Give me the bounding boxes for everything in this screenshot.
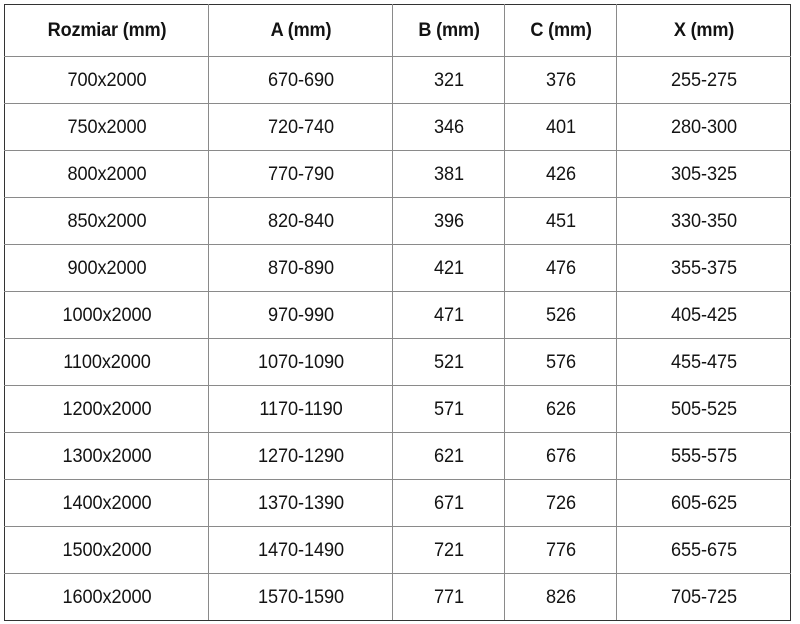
cell-x: 280-300: [622, 103, 785, 151]
cell-b: 396: [395, 197, 502, 245]
cell-rozmiar: 750x2000: [11, 103, 202, 151]
cell-c: 726: [507, 479, 614, 527]
table-row: 850x2000 820-840 396 451 330-350: [5, 197, 791, 245]
cell-rozmiar: 1100x2000: [11, 338, 202, 386]
cell-x: 255-275: [622, 56, 785, 104]
cell-b: 671: [395, 479, 502, 527]
cell-rozmiar: 1000x2000: [11, 291, 202, 339]
size-table-container: Rozmiar (mm) A (mm) B (mm) C (mm) X (mm) 700…: [4, 4, 791, 621]
cell-b: 346: [395, 103, 502, 151]
cell-b: 621: [395, 432, 502, 480]
table-header-row: Rozmiar (mm) A (mm) B (mm) C (mm) X (mm): [5, 4, 791, 57]
table-row: 900x2000 870-890 421 476 355-375: [5, 244, 791, 292]
table-header: Rozmiar (mm) A (mm) B (mm) C (mm) X (mm): [5, 4, 791, 57]
cell-rozmiar: 1400x2000: [11, 479, 202, 527]
cell-a: 1070-1090: [214, 338, 387, 386]
cell-c: 426: [507, 150, 614, 198]
cell-c: 451: [507, 197, 614, 245]
cell-x: 330-350: [622, 197, 785, 245]
cell-c: 401: [507, 103, 614, 151]
table-body: 700x2000 670-690 321 376 255-275 750x2000 720-…: [5, 56, 791, 621]
cell-a: 820-840: [214, 197, 387, 245]
cell-a: 1370-1390: [214, 479, 387, 527]
column-header-b: B (mm): [395, 4, 502, 57]
cell-rozmiar: 800x2000: [11, 150, 202, 198]
column-header-x: X (mm): [622, 4, 785, 57]
cell-a: 670-690: [214, 56, 387, 104]
cell-c: 826: [507, 573, 614, 621]
cell-a: 1470-1490: [214, 526, 387, 574]
cell-c: 526: [507, 291, 614, 339]
table-row: 1100x2000 1070-1090 521 576 455-475: [5, 338, 791, 386]
table-row: 700x2000 670-690 321 376 255-275: [5, 56, 791, 104]
cell-b: 381: [395, 150, 502, 198]
cell-rozmiar: 1200x2000: [11, 385, 202, 433]
column-header-a: A (mm): [214, 4, 387, 57]
table-row: 1200x2000 1170-1190 571 626 505-525: [5, 385, 791, 433]
cell-x: 405-425: [622, 291, 785, 339]
cell-x: 655-675: [622, 526, 785, 574]
cell-x: 455-475: [622, 338, 785, 386]
table-row: 800x2000 770-790 381 426 305-325: [5, 150, 791, 198]
cell-rozmiar: 1600x2000: [11, 573, 202, 621]
cell-c: 776: [507, 526, 614, 574]
cell-a: 1170-1190: [214, 385, 387, 433]
cell-b: 521: [395, 338, 502, 386]
cell-c: 476: [507, 244, 614, 292]
cell-c: 676: [507, 432, 614, 480]
cell-b: 721: [395, 526, 502, 574]
cell-rozmiar: 1300x2000: [11, 432, 202, 480]
cell-rozmiar: 700x2000: [11, 56, 202, 104]
cell-c: 626: [507, 385, 614, 433]
cell-rozmiar: 900x2000: [11, 244, 202, 292]
cell-x: 305-325: [622, 150, 785, 198]
cell-x: 705-725: [622, 573, 785, 621]
table-row: 1600x2000 1570-1590 771 826 705-725: [5, 573, 791, 621]
cell-a: 720-740: [214, 103, 387, 151]
cell-b: 771: [395, 573, 502, 621]
cell-b: 321: [395, 56, 502, 104]
cell-x: 555-575: [622, 432, 785, 480]
cell-a: 770-790: [214, 150, 387, 198]
cell-b: 421: [395, 244, 502, 292]
cell-b: 571: [395, 385, 502, 433]
cell-a: 970-990: [214, 291, 387, 339]
cell-x: 355-375: [622, 244, 785, 292]
cell-c: 576: [507, 338, 614, 386]
cell-a: 870-890: [214, 244, 387, 292]
table-row: 750x2000 720-740 346 401 280-300: [5, 103, 791, 151]
cell-rozmiar: 850x2000: [11, 197, 202, 245]
column-header-rozmiar: Rozmiar (mm): [11, 4, 202, 57]
table-row: 1000x2000 970-990 471 526 405-425: [5, 291, 791, 339]
cell-a: 1270-1290: [214, 432, 387, 480]
cell-x: 505-525: [622, 385, 785, 433]
cell-c: 376: [507, 56, 614, 104]
table-row: 1400x2000 1370-1390 671 726 605-625: [5, 479, 791, 527]
column-header-c: C (mm): [507, 4, 614, 57]
cell-a: 1570-1590: [214, 573, 387, 621]
cell-x: 605-625: [622, 479, 785, 527]
table-row: 1500x2000 1470-1490 721 776 655-675: [5, 526, 791, 574]
table-row: 1300x2000 1270-1290 621 676 555-575: [5, 432, 791, 480]
size-specification-table: Rozmiar (mm) A (mm) B (mm) C (mm) X (mm) 700…: [4, 4, 791, 621]
cell-b: 471: [395, 291, 502, 339]
cell-rozmiar: 1500x2000: [11, 526, 202, 574]
